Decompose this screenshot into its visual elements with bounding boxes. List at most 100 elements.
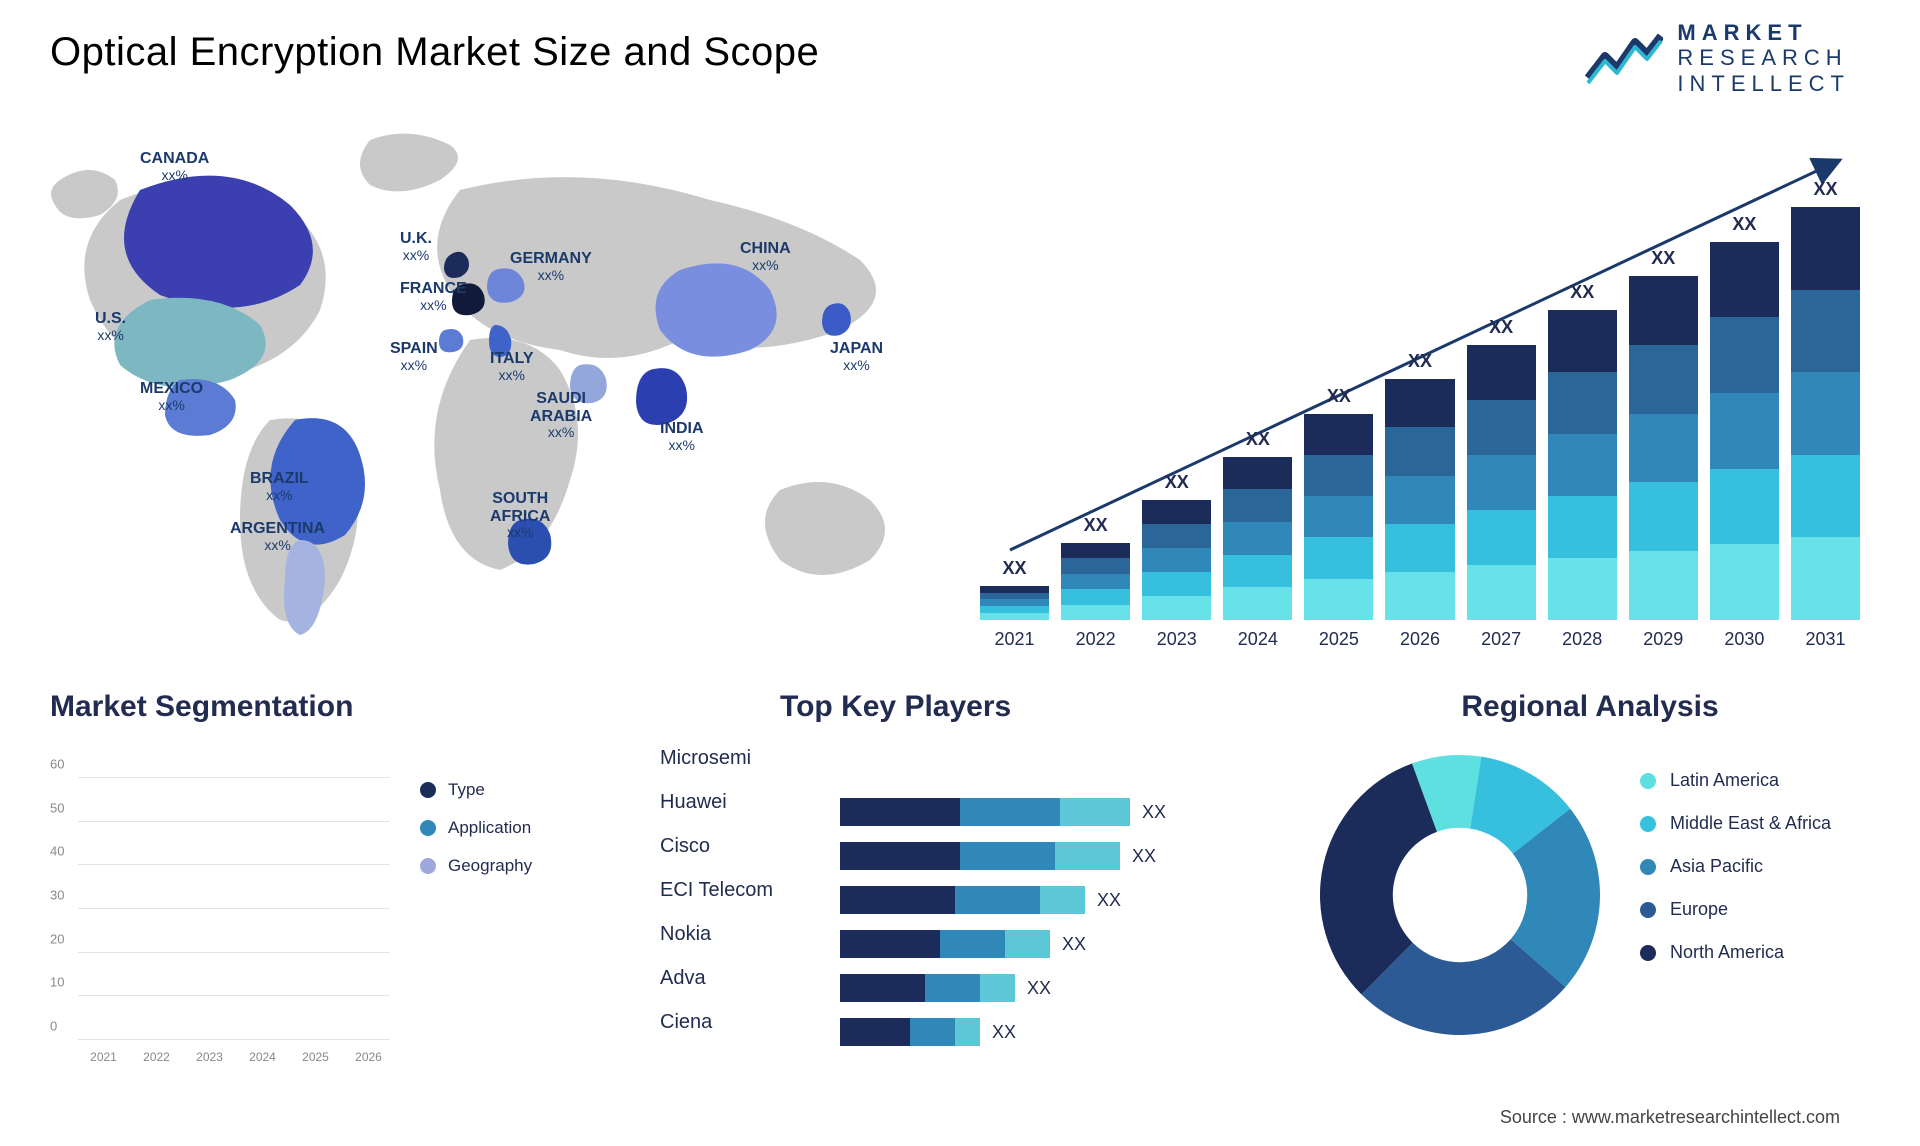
market-bar-value: XX [1223,429,1292,450]
market-bar-value: XX [1548,282,1617,303]
player-bar-row: XX [840,1010,1260,1054]
main-xlabel: 2031 [1791,629,1860,650]
page-title: Optical Encryption Market Size and Scope [50,30,819,75]
player-name: ECI Telecom [660,868,830,912]
main-xlabel: 2030 [1710,629,1779,650]
player-bar-value: XX [1142,802,1166,823]
player-name: Nokia [660,912,830,956]
market-bar-value: XX [1385,351,1454,372]
player-bar-row: XX [840,834,1260,878]
seg-ytick: 50 [50,800,64,815]
market-bar-value: XX [1791,179,1860,200]
map-label-france: FRANCExx% [400,280,467,313]
seg-ytick: 30 [50,888,64,903]
segmentation-legend: TypeApplicationGeography [420,780,532,894]
logo-mark-icon [1583,28,1663,88]
main-xlabel: 2027 [1467,629,1536,650]
brand-logo: MARKET RESEARCH INTELLECT [1583,20,1850,96]
map-label-uk: U.K.xx% [400,230,432,263]
market-bar-2029: XX [1629,276,1698,620]
player-bar-row: XX [840,790,1260,834]
regional-legend-item: Latin America [1640,770,1831,791]
market-bar-2025: XX [1304,414,1373,620]
map-label-japan: JAPANxx% [830,340,883,373]
player-bar-row: XX [840,878,1260,922]
seg-xlabel: 2023 [188,1050,231,1064]
market-bar-value: XX [980,558,1049,579]
map-label-argentina: ARGENTINAxx% [230,520,325,553]
market-bar-2021: XX [980,586,1049,620]
segmentation-title: Market Segmentation [50,690,610,724]
segmentation-chart: 0102030405060202120222023202420252026 [50,754,390,1064]
players-title: Top Key Players [780,690,1011,724]
regional-legend-item: North America [1640,942,1831,963]
player-name: Cisco [660,824,830,868]
market-bar-2022: XX [1061,543,1130,620]
map-label-spain: SPAINxx% [390,340,438,373]
player-bar-value: XX [1132,846,1156,867]
regional-title: Regional Analysis [1310,690,1870,724]
market-bar-value: XX [1304,386,1373,407]
player-bar-value: XX [1097,890,1121,911]
main-xlabel: 2029 [1629,629,1698,650]
map-label-saudi: SAUDIARABIAxx% [530,390,592,441]
market-bar-2026: XX [1385,379,1454,620]
seg-legend-item: Application [420,818,532,838]
main-xlabel: 2023 [1142,629,1211,650]
market-bar-2030: XX [1710,242,1779,620]
regional-legend-item: Europe [1640,899,1831,920]
market-bar-2031: XX [1791,207,1860,620]
seg-xlabel: 2025 [294,1050,337,1064]
market-bar-2028: XX [1548,310,1617,620]
logo-text: MARKET RESEARCH INTELLECT [1677,20,1850,96]
main-xlabel: 2021 [980,629,1049,650]
market-size-chart: XXXXXXXXXXXXXXXXXXXXXX 20212022202320242… [980,150,1860,650]
map-label-china: CHINAxx% [740,240,791,273]
market-bar-value: XX [1142,472,1211,493]
map-label-germany: GERMANYxx% [510,250,592,283]
main-xlabel: 2022 [1061,629,1130,650]
player-name: Ciena [660,1000,830,1044]
player-name: Huawei [660,780,830,824]
player-name: Microsemi [660,736,830,780]
regional-donut-chart [1310,745,1610,1045]
regional-legend-item: Middle East & Africa [1640,813,1831,834]
regional-legend: Latin America Middle East & Africa Asia Pa… [1640,770,1831,985]
seg-ytick: 20 [50,931,64,946]
main-xlabel: 2025 [1304,629,1373,650]
player-bar-row [840,746,1260,790]
regional-section: Regional Analysis Latin AmericaMiddle Ea… [1310,690,1870,724]
map-label-us: U.S.xx% [95,310,126,343]
market-bar-2027: XX [1467,345,1536,620]
player-names: MicrosemiHuaweiCiscoECI TelecomNokiaAdva… [660,736,830,1044]
seg-xlabel: 2026 [347,1050,390,1064]
main-xlabel: 2028 [1548,629,1617,650]
market-bar-2023: XX [1142,500,1211,620]
map-label-mexico: MEXICOxx% [140,380,203,413]
player-bar-value: XX [1062,934,1086,955]
main-xlabel: 2024 [1223,629,1292,650]
market-bar-2024: XX [1223,457,1292,620]
map-label-safrica: SOUTHAFRICAxx% [490,490,550,541]
seg-xlabel: 2024 [241,1050,284,1064]
seg-ytick: 40 [50,844,64,859]
source-attribution: Source : www.marketresearchintellect.com [1500,1107,1840,1128]
player-name: Adva [660,956,830,1000]
map-label-italy: ITALYxx% [490,350,534,383]
market-bar-value: XX [1061,515,1130,536]
seg-ytick: 0 [50,1019,57,1034]
regional-legend-item: Asia Pacific [1640,856,1831,877]
market-bar-value: XX [1710,214,1779,235]
market-bar-value: XX [1467,317,1536,338]
main-xlabel: 2026 [1385,629,1454,650]
player-bar-row: XX [840,966,1260,1010]
seg-xlabel: 2022 [135,1050,178,1064]
market-bar-value: XX [1629,248,1698,269]
seg-legend-item: Geography [420,856,532,876]
seg-xlabel: 2021 [82,1050,125,1064]
player-bar-value: XX [1027,978,1051,999]
player-bars: XX XX XX XX XX XX [840,746,1260,1054]
map-label-canada: CANADAxx% [140,150,209,183]
map-label-india: INDIAxx% [660,420,704,453]
map-label-brazil: BRAZILxx% [250,470,309,503]
